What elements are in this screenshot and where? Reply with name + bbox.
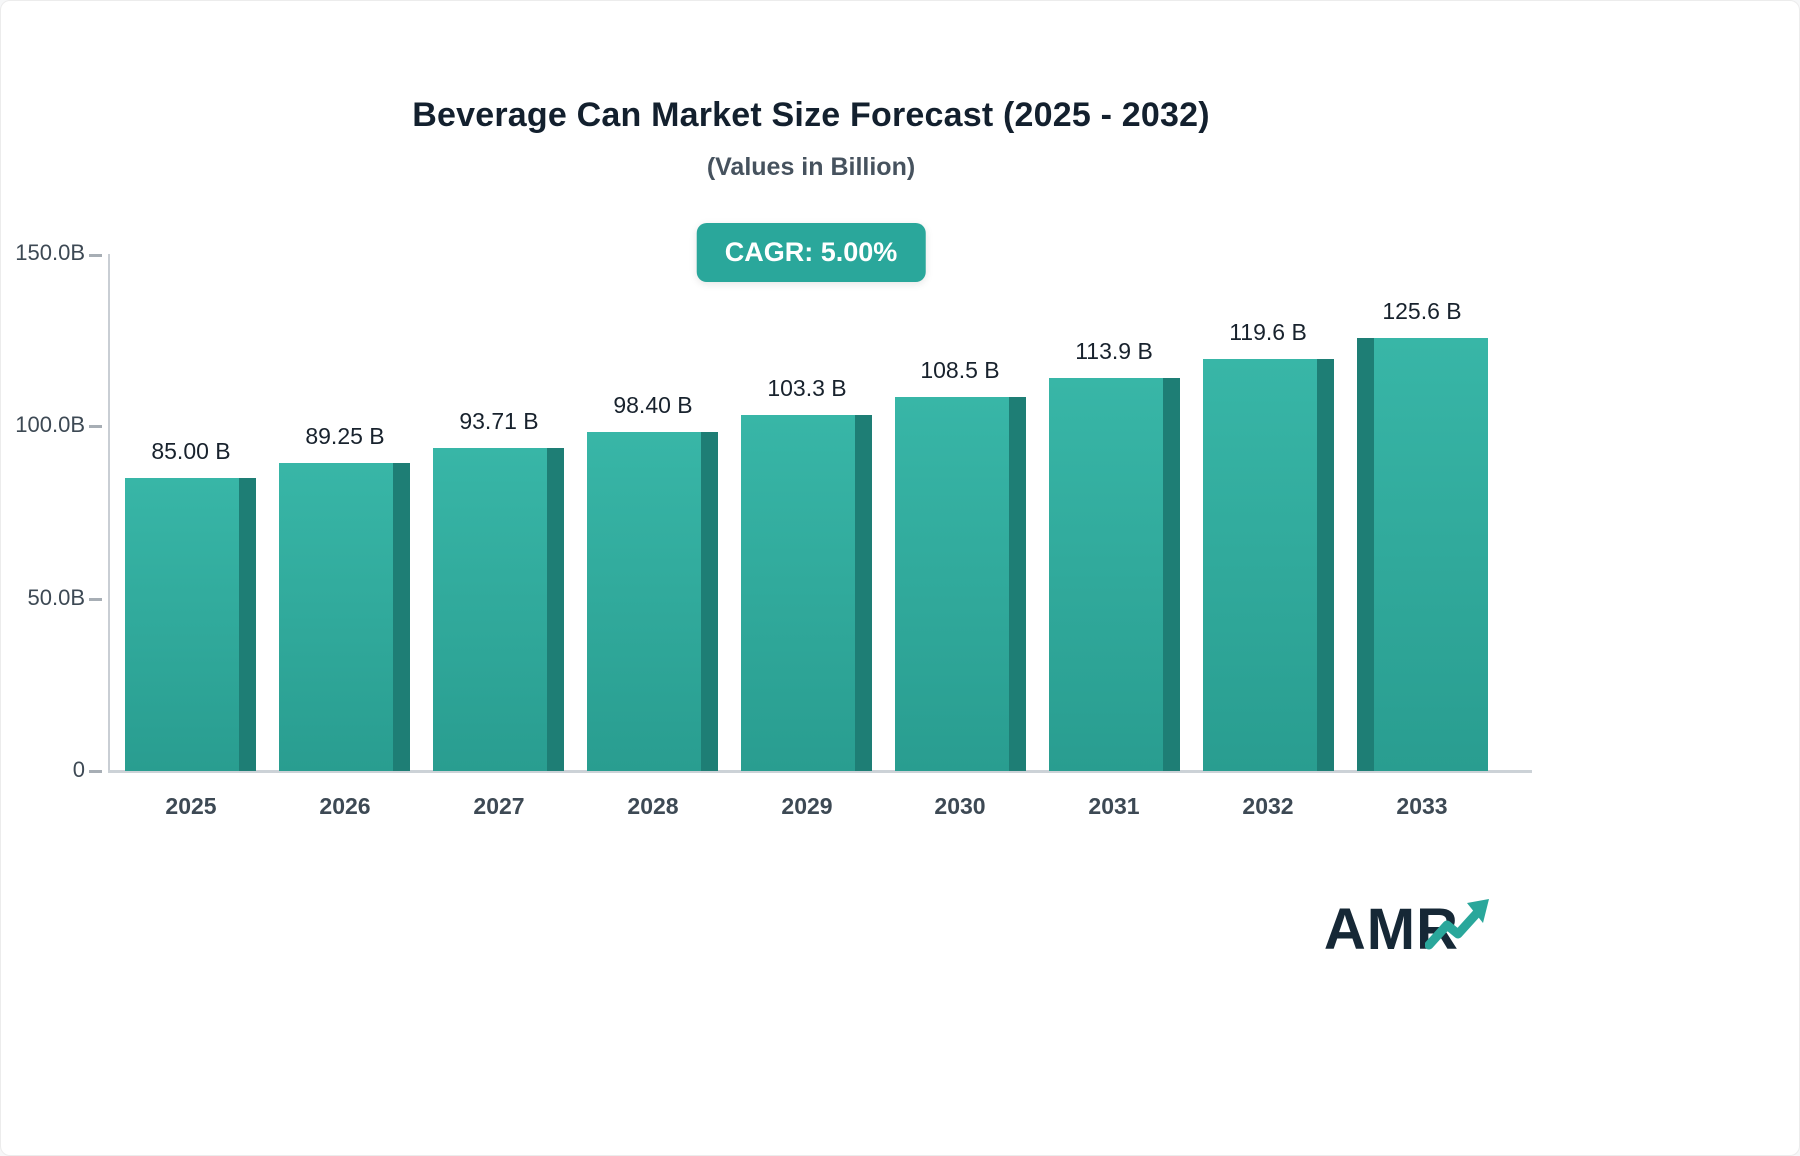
y-tick-mark [89, 425, 102, 429]
x-axis-label: 2026 [319, 793, 371, 819]
x-axis-label: 2028 [627, 793, 679, 819]
bar-side-shade [1317, 359, 1334, 771]
x-axis-label: 2027 [473, 793, 525, 819]
y-tick-mark [89, 254, 102, 257]
x-axis-label: 2031 [1088, 793, 1140, 819]
bar-value-label: 119.6 B [1229, 319, 1307, 345]
bar [587, 432, 701, 771]
bar-side-shade [1009, 397, 1026, 771]
x-axis-label: 2033 [1396, 793, 1448, 819]
bar [279, 463, 393, 771]
amr-logo-text: AMR [1323, 897, 1459, 962]
bar-side-shade [547, 448, 564, 771]
bar-chart-plot: 150.0B 100.0B 50.0B 0 85.00 B 2025 89.25 B 2026… [1, 240, 1799, 874]
bar [1203, 359, 1317, 771]
bar [125, 478, 239, 771]
bar-side-shade [1163, 378, 1180, 771]
bar [895, 397, 1009, 771]
x-axis-label: 2029 [781, 793, 833, 819]
amr-logo: AMR [1324, 896, 1489, 963]
y-axis-label: 0 [72, 757, 85, 782]
bar-value-label: 103.3 B [767, 375, 847, 401]
chart-title: Beverage Can Market Size Forecast (2025 … [412, 96, 1210, 134]
bar-value-label: 98.40 B [613, 392, 693, 418]
y-axis-label: 50.0B [27, 584, 86, 610]
y-axis-label: 150.0B [15, 240, 85, 265]
x-axis-label: 2025 [165, 793, 217, 819]
bar-side-shade [1357, 338, 1374, 771]
x-axis-line [108, 770, 1532, 773]
chart-subtitle: (Values in Billion) [706, 153, 916, 181]
bar [1374, 338, 1488, 771]
bar-side-shade [855, 415, 872, 771]
bar-value-label: 108.5 B [920, 357, 1000, 383]
bar-value-label: 89.25 B [305, 423, 385, 449]
chart-header: Beverage Can Market Size Forecast (2025 … [1, 96, 1621, 182]
bar-side-shade [701, 432, 718, 771]
bar-value-label: 93.71 B [459, 408, 539, 434]
y-axis-line [108, 254, 110, 771]
y-axis-label: 100.0B [15, 412, 85, 438]
bar [741, 415, 855, 771]
x-axis-label: 2032 [1242, 793, 1294, 819]
x-axis-label: 2030 [934, 793, 986, 819]
bar-side-shade [393, 463, 410, 771]
y-tick-mark [89, 597, 102, 601]
bar [433, 448, 547, 771]
y-tick-mark [89, 770, 102, 773]
cagr-badge: CAGR: 5.00% [696, 223, 926, 282]
bar-value-label: 125.6 B [1382, 298, 1462, 324]
bar-value-label: 85.00 B [151, 438, 231, 464]
bar [1049, 378, 1163, 771]
bar-side-shade [239, 478, 256, 771]
growth-arrow-icon [1425, 898, 1489, 949]
bar-value-label: 113.9 B [1075, 338, 1153, 364]
